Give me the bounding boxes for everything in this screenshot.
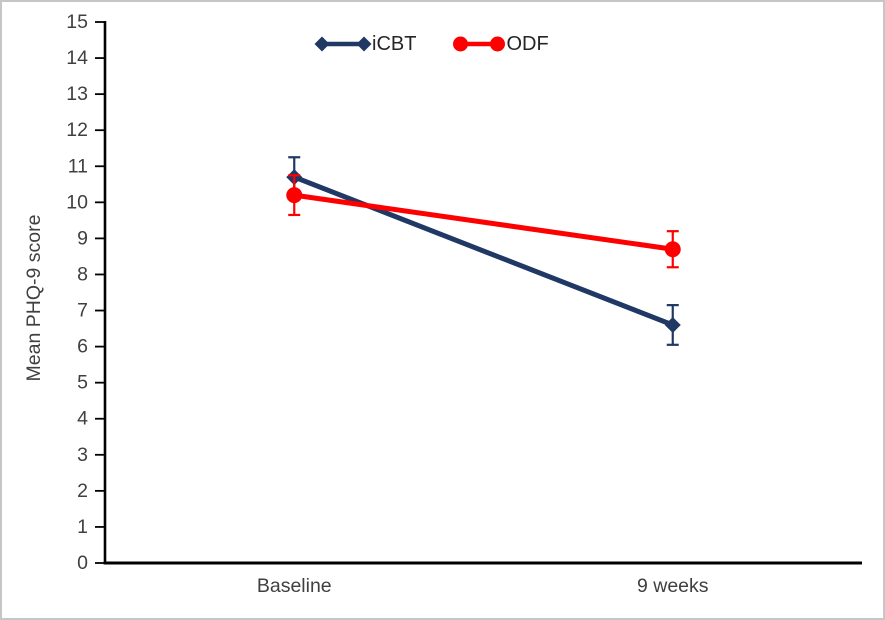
circle-marker-icon	[453, 36, 469, 52]
legend-item-icbt[interactable]: iCBT	[314, 34, 416, 54]
legend-item-odf[interactable]: ODF	[452, 33, 549, 55]
y-tick-label: 15	[66, 11, 88, 33]
circle-marker-icon	[286, 187, 303, 204]
legend-sample-odf	[453, 36, 506, 52]
series-line-odf	[293, 192, 674, 252]
y-tick-label: 11	[68, 155, 88, 177]
y-tick-label: 8	[77, 263, 88, 285]
y-tick-label: 9	[77, 227, 88, 249]
circle-marker-icon	[664, 241, 681, 258]
y-tick-label: 10	[66, 191, 88, 213]
diamond-marker-icon	[356, 36, 372, 52]
series-line-icbt	[293, 174, 674, 328]
circle-marker-icon	[490, 36, 506, 52]
y-tick-label: 7	[77, 300, 88, 322]
y-tick-label: 2	[77, 480, 88, 502]
diamond-marker-icon	[664, 316, 681, 333]
y-tick-label: 0	[77, 552, 88, 574]
y-tick-label: 5	[77, 372, 88, 394]
x-tick-label: Baseline	[257, 575, 332, 597]
y-axis-title: Mean PHQ-9 score	[23, 215, 45, 382]
y-tick-label: 6	[77, 336, 88, 358]
x-tick-label: 9 weeks	[637, 575, 709, 597]
legend: iCBT ODF	[314, 34, 549, 54]
diamond-marker-icon	[314, 36, 330, 52]
legend-label-icbt: iCBT	[372, 33, 417, 55]
y-tick-label: 14	[66, 47, 88, 69]
y-tick-label: 1	[77, 516, 88, 538]
y-tick-label: 12	[66, 119, 88, 141]
y-tick-label: 13	[66, 83, 88, 105]
legend-sample-icbt	[314, 36, 372, 52]
legend-label-odf: ODF	[506, 33, 549, 55]
y-tick-label: 4	[77, 408, 88, 430]
y-tick-label: 3	[77, 444, 88, 466]
